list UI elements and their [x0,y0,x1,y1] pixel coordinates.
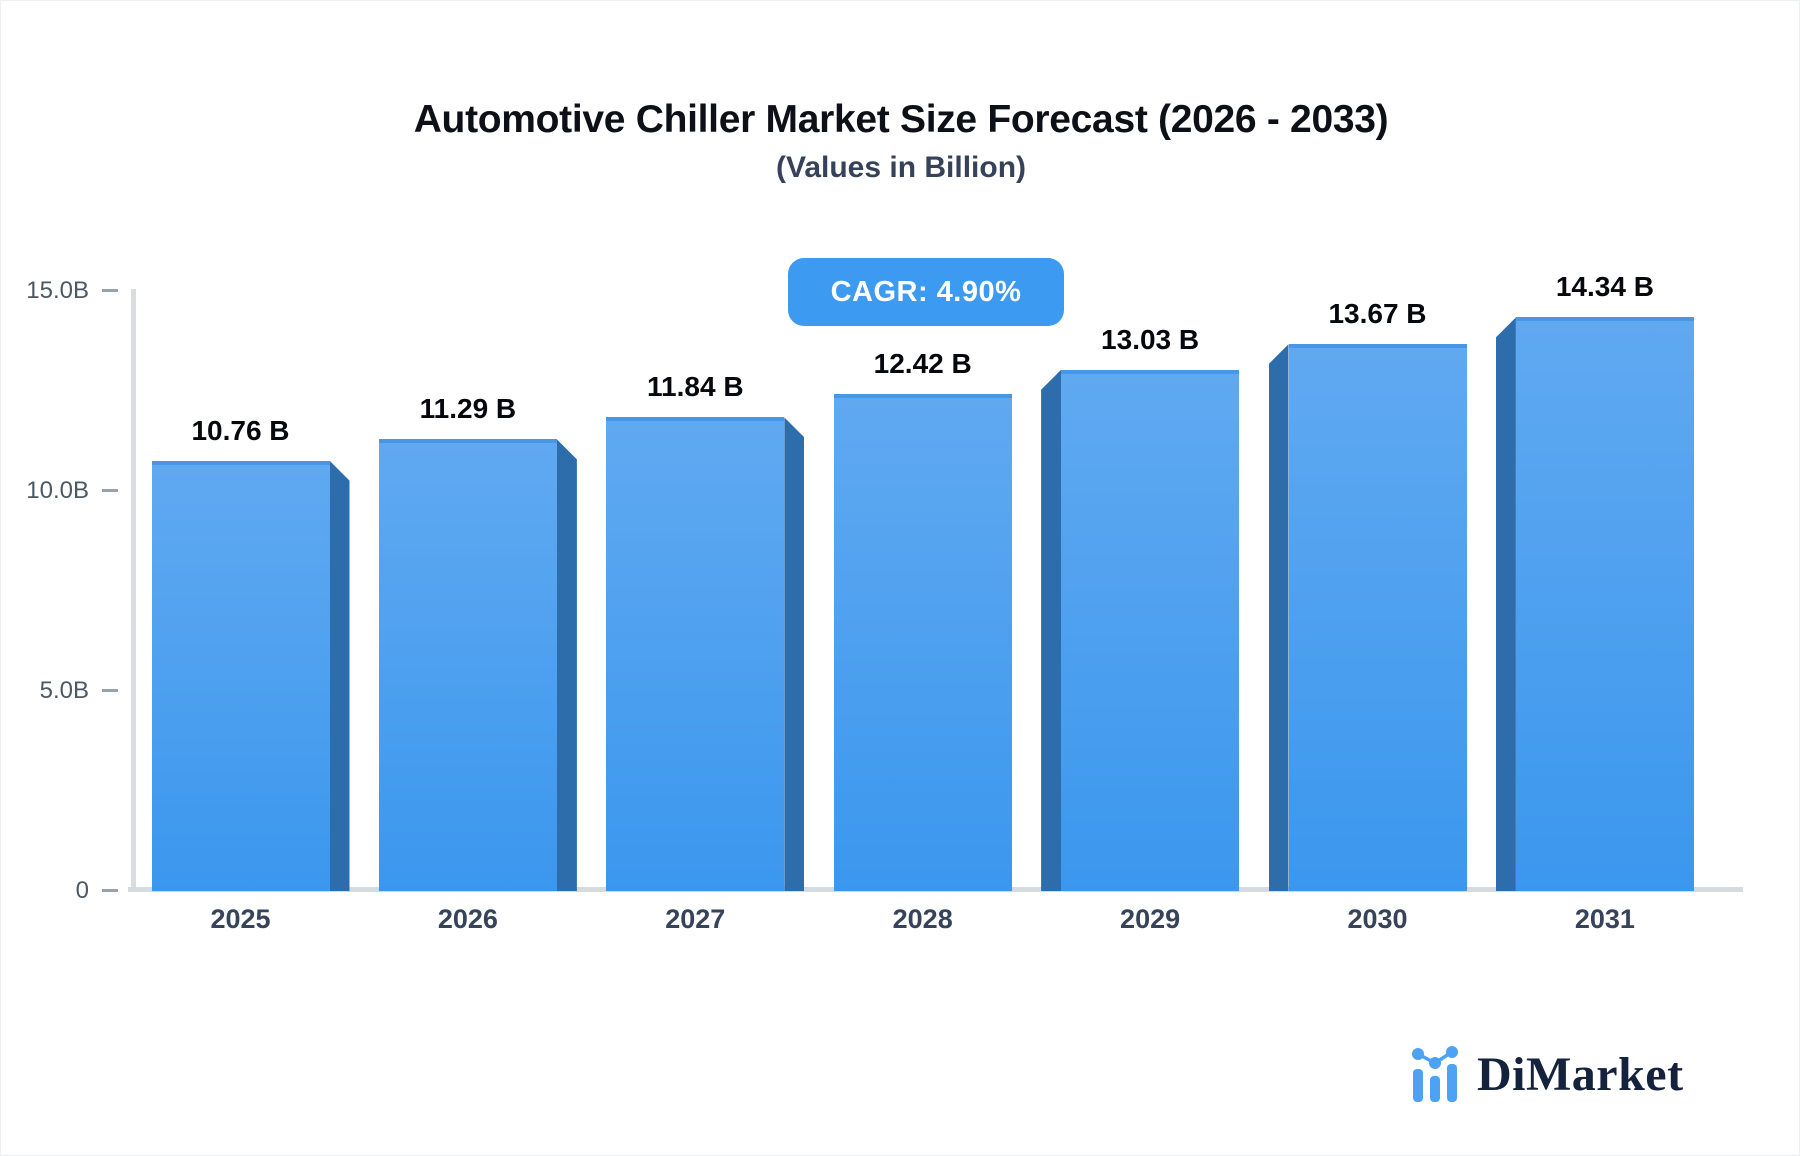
bar-value-label-2025: 10.76 B [191,414,290,446]
x-axis-label-2028: 2028 [892,904,953,934]
bar-value-label-2028: 12.42 B [873,348,972,380]
bar-2029 [1061,369,1240,891]
x-axis-label-2030: 2030 [1347,904,1408,934]
bar-side-face-2031 [1495,317,1516,891]
y-tick-label-0: 0 [75,877,89,904]
bar-2027 [606,417,785,891]
y-tick-mark-0 [102,889,118,892]
bar-side-face-2027 [784,417,805,891]
bar-value-label-2026: 11.29 B [419,393,517,425]
y-tick-label-5: 5.0B [39,677,89,704]
brand-logo-text: DiMarket [1477,1048,1684,1101]
x-axis-label-2026: 2026 [437,904,498,934]
chart-subtitle: (Values in Billion) [775,151,1027,184]
x-axis-label-2025: 2025 [210,904,271,934]
chart-title: Automotive Chiller Market Size Forecast … [413,98,1389,141]
brand-logo: DiMarket [1409,1045,1684,1103]
y-tick-mark-15 [102,289,118,292]
bar-2031 [1515,317,1694,891]
bar-2028 [833,394,1012,891]
y-axis-line [131,289,136,889]
mini-bar-chart-icon [1412,1046,1458,1102]
bar-2026 [378,439,557,891]
cagr-badge-label: CAGR: 4.90% [830,275,1022,308]
bar-value-label-2027: 11.84 B [647,371,744,403]
x-axis-label-2027: 2027 [665,904,726,934]
x-axis-label-2031: 2031 [1574,904,1635,934]
y-tick-label-10: 10.0B [26,477,89,504]
bar-value-label-2029: 13.03 B [1101,323,1200,355]
bar-side-face-2029 [1041,369,1062,891]
bar-side-face-2025 [329,460,350,891]
bar-value-label-2031: 14.34 B [1555,271,1654,303]
y-tick-mark-5 [102,689,118,692]
bar-side-face-2026 [556,439,577,891]
cagr-badge: CAGR: 4.90% [788,258,1064,326]
bar-value-label-2030: 13.67 B [1328,298,1427,330]
bar-2030 [1288,344,1467,891]
bar-side-face-2030 [1268,344,1289,891]
y-tick-label-15: 15.0B [26,277,89,304]
x-axis-label-2029: 2029 [1120,904,1181,934]
y-tick-mark-10 [102,489,118,492]
bar-2025 [151,460,330,891]
